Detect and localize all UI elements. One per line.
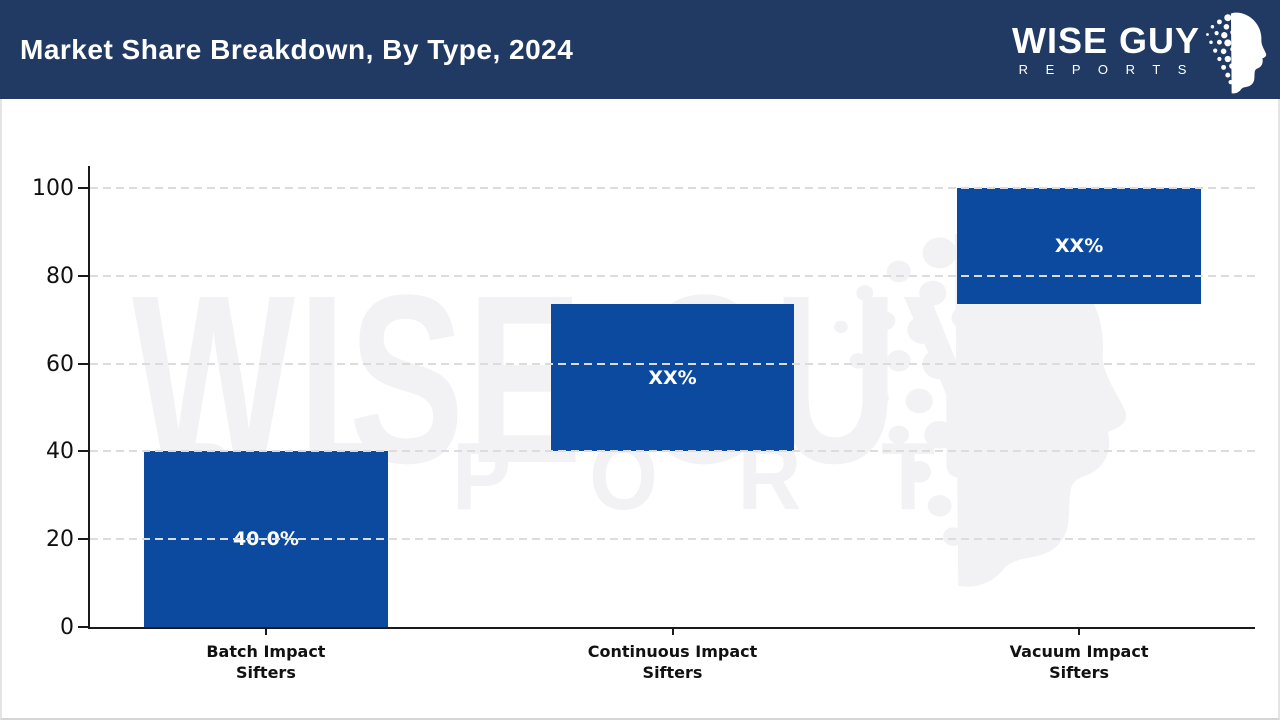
gridline-100	[90, 186, 1255, 189]
y-tick-label-0: 0	[60, 615, 74, 640]
x-category-label-line: Batch Impact	[206, 642, 326, 661]
x-axis-tick-batch-impact-sifters	[264, 627, 267, 635]
x-axis-tick-continuous-impact-sifters	[671, 627, 674, 635]
x-category-label-vacuum-impact-sifters: Vacuum Impact Sifters	[919, 642, 1239, 684]
y-axis-tick-60	[78, 362, 88, 365]
bar-value-label: XX%	[1054, 235, 1104, 258]
watermark-face-icon	[834, 230, 1127, 587]
y-tick-label-80: 80	[46, 263, 74, 289]
x-category-label-line: Sifters	[1049, 662, 1110, 682]
x-category-label-line: Vacuum Impact	[1009, 642, 1149, 661]
page-title: Market Share Breakdown, By Type, 2024	[20, 34, 574, 65]
gridline-40	[90, 450, 1255, 453]
y-tick-label-60: 60	[46, 351, 74, 377]
bar-vacuum-impact-sifters: XX%	[957, 187, 1202, 305]
gridline-80	[90, 274, 1255, 277]
x-category-label-line: Sifters	[642, 662, 703, 682]
y-axis-tick-80	[78, 274, 88, 277]
wiseguy-face-icon	[1206, 12, 1267, 94]
x-axis-tick-vacuum-impact-sifters	[1078, 627, 1081, 635]
y-tick-label-40: 40	[46, 439, 74, 465]
plot-area: 0 20 40 60 80 100 40.0% Batch Impact Sifters XX% C…	[32, 166, 1255, 682]
y-axis-tick-100	[78, 186, 88, 189]
logo-name: WISE GUY	[1011, 20, 1200, 61]
y-tick-label-100: 100	[32, 175, 74, 201]
logo-text: WISE GUY R E P O R T S	[1012, 22, 1200, 77]
y-axis-tick-20	[78, 538, 88, 541]
gridline-60	[90, 362, 1255, 365]
x-category-label-batch-impact-sifters: Batch Impact Sifters	[106, 642, 426, 684]
x-category-label-line: Continuous Impact	[587, 642, 758, 661]
header-bar: Market Share Breakdown, By Type, 2024 WI…	[0, 0, 1280, 99]
y-tick-label-20: 20	[46, 527, 74, 553]
gridline-20	[90, 538, 1255, 541]
y-axis-tick-40	[78, 450, 88, 453]
y-axis-tick-0	[78, 626, 88, 628]
wiseguy-reports-logo: WISE GUY R E P O R T S	[1008, 6, 1268, 94]
logo-subtitle: R E P O R T S	[1018, 61, 1194, 77]
bar-value-label: XX%	[648, 366, 697, 389]
bar-continuous-impact-sifters: XX%	[550, 304, 795, 452]
x-category-label-continuous-impact-sifters: Continuous Impact Sifters	[513, 642, 833, 684]
x-category-label-line: Sifters	[235, 662, 296, 682]
